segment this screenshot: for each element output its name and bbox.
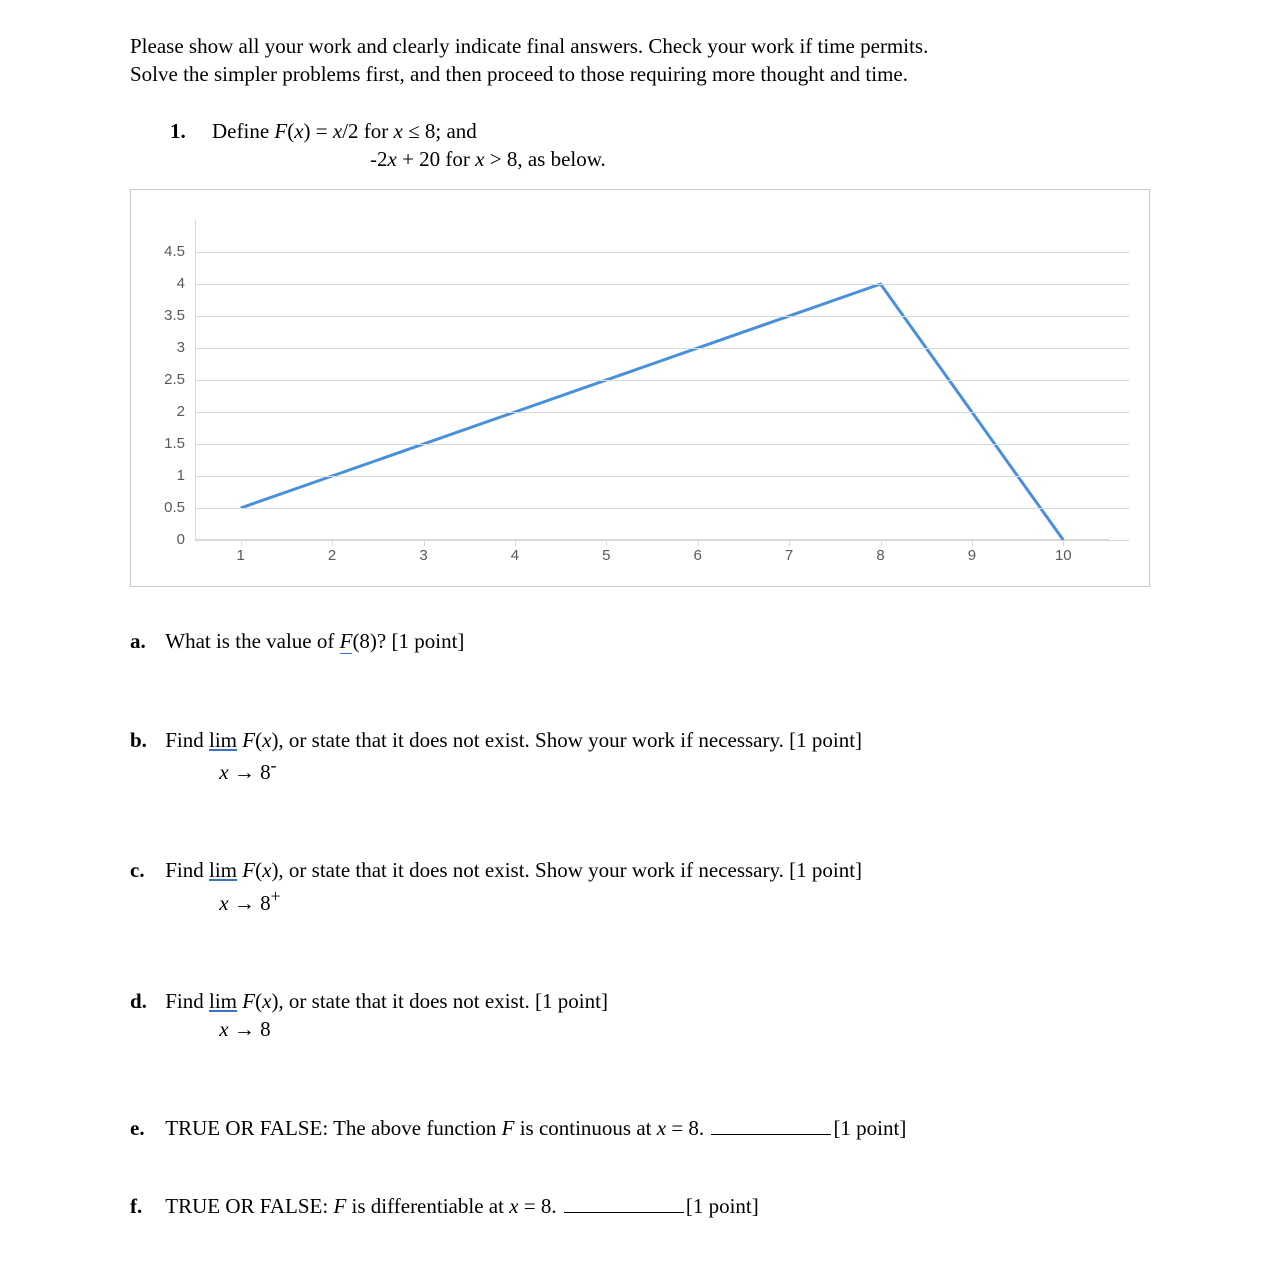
y-tick-label: 4: [177, 274, 185, 294]
part-a-F: F: [340, 629, 353, 654]
instructions: Please show all your work and clearly in…: [130, 32, 1150, 89]
part-e-text1: TRUE OR FALSE: The above function: [165, 1116, 501, 1140]
x-tick-label: 7: [785, 546, 793, 566]
answer-blank-f[interactable]: [564, 1212, 684, 1213]
function-chart: 0 0.5 1 1.5 2 2.5 3 3.5 4 4.5 1 2 3 4 5 6 7 8 9 10: [130, 189, 1150, 587]
part-b: b. Find lim F(x), or state that it does …: [130, 726, 1150, 787]
answer-blank-e[interactable]: [711, 1134, 831, 1135]
part-c-sup: +: [271, 886, 281, 906]
y-tick-label: 3: [177, 338, 185, 358]
part-c-F: F: [237, 858, 255, 882]
part-e-label: e.: [130, 1114, 160, 1142]
x-tick-label: 5: [602, 546, 610, 566]
part-d-sub-x: x: [219, 1017, 228, 1041]
problem-number: 1.: [170, 119, 186, 143]
def2-x: x: [388, 147, 397, 171]
def2-a: -2: [370, 147, 388, 171]
y-tick-label: 1.5: [164, 434, 185, 454]
part-a-label: a.: [130, 627, 160, 655]
part-e-x: x: [657, 1116, 666, 1140]
part-f-x: x: [509, 1194, 518, 1218]
part-c-sub-arrow: → 8: [229, 891, 271, 915]
part-d-label: d.: [130, 987, 160, 1015]
part-b-F: F: [237, 728, 255, 752]
part-b-label: b.: [130, 726, 160, 754]
y-tick-label: 2: [177, 402, 185, 422]
instruction-line-1: Please show all your work and clearly in…: [130, 32, 1150, 60]
x-tick-label: 2: [328, 546, 336, 566]
x-tick-label: 1: [237, 546, 245, 566]
part-a: a. What is the value of F(8)? [1 point]: [130, 627, 1150, 655]
part-f: f. TRUE OR FALSE: F is differentiable at…: [130, 1192, 1150, 1220]
part-b-lim: lim: [209, 728, 237, 752]
part-d-lim: lim: [209, 989, 237, 1013]
y-tick-label: 3.5: [164, 306, 185, 326]
part-f-pts: [1 point]: [686, 1194, 759, 1218]
part-c: c. Find lim F(x), or state that it does …: [130, 856, 1150, 917]
def-expr1: x: [333, 119, 342, 143]
part-c-close: ), or state that it does not exist. Show…: [271, 858, 862, 882]
part-f-text1: TRUE OR FALSE:: [165, 1194, 333, 1218]
part-d: d. Find lim F(x), or state that it does …: [130, 987, 1150, 1044]
part-a-open: (8)?: [352, 629, 386, 653]
def-close-eq: ) =: [304, 119, 333, 143]
instruction-line-2: Solve the simpler problems first, and th…: [130, 60, 1150, 88]
part-d-pre: Find: [165, 989, 209, 1013]
part-e-text2: is continuous at: [514, 1116, 656, 1140]
y-tick-label: 4.5: [164, 242, 185, 262]
def-F: F: [274, 119, 287, 143]
x-tick-label: 4: [511, 546, 519, 566]
part-d-F: F: [237, 989, 255, 1013]
part-b-sub-arrow: → 8: [229, 760, 271, 784]
part-b-pre: Find: [165, 728, 209, 752]
part-b-sub-x: x: [219, 760, 228, 784]
part-a-pts: [1 point]: [386, 629, 464, 653]
part-d-close: ), or state that it does not exist. [1 p…: [271, 989, 608, 1013]
def-x2: x: [394, 119, 403, 143]
def-x1: x: [294, 119, 303, 143]
part-c-lim: lim: [209, 858, 237, 882]
def2-b: + 20 for: [397, 147, 475, 171]
x-tick-label: 8: [876, 546, 884, 566]
def-expr1b: /2 for: [342, 119, 393, 143]
y-tick-label: 0: [177, 530, 185, 550]
part-c-sub-x: x: [219, 891, 228, 915]
part-a-pre: What is the value of: [165, 629, 339, 653]
part-d-sub-arrow: → 8: [229, 1017, 271, 1041]
part-c-pre: Find: [165, 858, 209, 882]
part-b-sup: -: [271, 755, 277, 775]
part-e-F: F: [502, 1116, 515, 1140]
part-e-pts: [1 point]: [833, 1116, 906, 1140]
part-e: e. TRUE OR FALSE: The above function F i…: [130, 1114, 1150, 1142]
part-f-text3: = 8.: [519, 1194, 562, 1218]
y-tick-label: 2.5: [164, 370, 185, 390]
problem-1-definition: 1. Define F(x) = x/2 for x ≤ 8; and -2x …: [170, 117, 1150, 174]
part-f-F: F: [333, 1194, 346, 1218]
x-tick-label: 9: [968, 546, 976, 566]
y-tick-label: 0.5: [164, 498, 185, 518]
part-b-close: ), or state that it does not exist. Show…: [271, 728, 862, 752]
y-tick-label: 1: [177, 466, 185, 486]
part-f-label: f.: [130, 1192, 160, 1220]
x-tick-label: 6: [694, 546, 702, 566]
x-tick-label: 3: [419, 546, 427, 566]
def-prefix: Define: [212, 119, 274, 143]
x-tick-label: 10: [1055, 546, 1072, 566]
part-f-text2: is differentiable at: [346, 1194, 509, 1218]
part-c-label: c.: [130, 856, 160, 884]
def-le8: ≤ 8; and: [403, 119, 477, 143]
def2-c: > 8, as below.: [485, 147, 606, 171]
def2-x2: x: [475, 147, 484, 171]
part-e-text3: = 8.: [666, 1116, 709, 1140]
